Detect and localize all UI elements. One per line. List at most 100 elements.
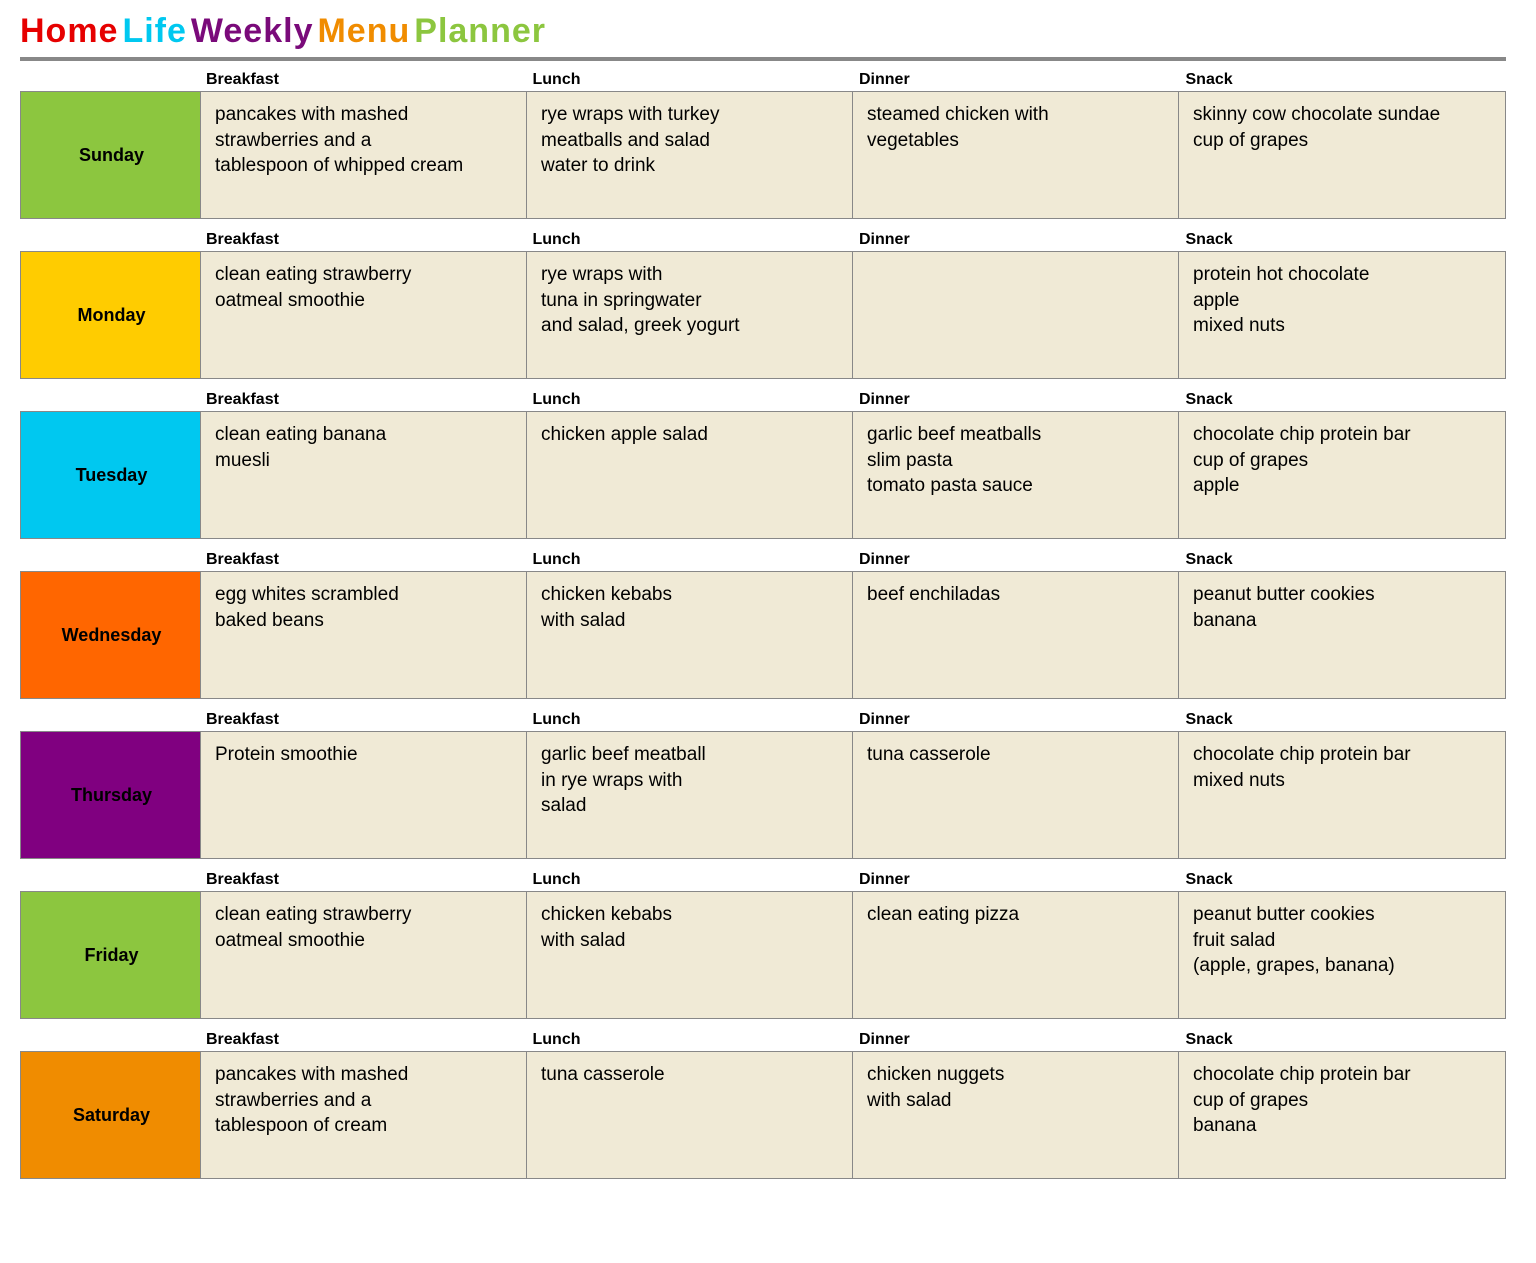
meal-lunch: tuna casserole (527, 1052, 853, 1178)
meal-header-breakfast: Breakfast (200, 231, 527, 249)
day-block-monday: BreakfastLunchDinnerSnackMondayclean eat… (20, 231, 1506, 379)
day-row: Fridayclean eating strawberry oatmeal sm… (20, 891, 1506, 1019)
meal-header-breakfast: Breakfast (200, 551, 527, 569)
title-word-4: Planner (414, 12, 550, 50)
meal-dinner (853, 252, 1179, 378)
meal-snack: chocolate chip protein bar cup of grapes… (1179, 412, 1505, 538)
meal-header-lunch: Lunch (527, 871, 854, 889)
meal-headers: BreakfastLunchDinnerSnack (20, 551, 1506, 571)
meal-header-snack: Snack (1180, 1031, 1507, 1049)
day-row: Tuesdayclean eating banana mueslichicken… (20, 411, 1506, 539)
meal-header-breakfast: Breakfast (200, 711, 527, 729)
meal-breakfast: pancakes with mashed strawberries and a … (201, 1052, 527, 1178)
meal-header-blank (20, 231, 200, 249)
day-row: Wednesdayegg whites scrambled baked bean… (20, 571, 1506, 699)
meal-snack: chocolate chip protein bar cup of grapes… (1179, 1052, 1505, 1178)
meal-header-snack: Snack (1180, 871, 1507, 889)
meal-dinner: chicken nuggets with salad (853, 1052, 1179, 1178)
meal-snack: skinny cow chocolate sundae cup of grape… (1179, 92, 1505, 218)
meal-lunch: chicken apple salad (527, 412, 853, 538)
meal-header-snack: Snack (1180, 231, 1507, 249)
title-word-0: Home (20, 12, 122, 50)
meal-header-lunch: Lunch (527, 231, 854, 249)
day-block-thursday: BreakfastLunchDinnerSnackThursdayProtein… (20, 711, 1506, 859)
title-divider (20, 57, 1506, 61)
day-label: Sunday (21, 92, 201, 218)
day-block-friday: BreakfastLunchDinnerSnackFridayclean eat… (20, 871, 1506, 1019)
meal-lunch: chicken kebabs with salad (527, 892, 853, 1018)
meal-header-dinner: Dinner (853, 1031, 1180, 1049)
meal-dinner: garlic beef meatballs slim pasta tomato … (853, 412, 1179, 538)
meal-header-blank (20, 871, 200, 889)
meal-header-snack: Snack (1180, 71, 1507, 89)
meal-lunch: garlic beef meatball in rye wraps with s… (527, 732, 853, 858)
meal-headers: BreakfastLunchDinnerSnack (20, 1031, 1506, 1051)
meal-lunch: rye wraps with tuna in springwater and s… (527, 252, 853, 378)
meal-header-blank (20, 551, 200, 569)
meal-header-blank (20, 711, 200, 729)
meal-snack: protein hot chocolate apple mixed nuts (1179, 252, 1505, 378)
day-block-wednesday: BreakfastLunchDinnerSnackWednesdayegg wh… (20, 551, 1506, 699)
meal-breakfast: Protein smoothie (201, 732, 527, 858)
meal-header-blank (20, 1031, 200, 1049)
meal-header-lunch: Lunch (527, 551, 854, 569)
meal-header-lunch: Lunch (527, 71, 854, 89)
meal-snack: peanut butter cookies banana (1179, 572, 1505, 698)
meal-header-lunch: Lunch (527, 391, 854, 409)
meal-dinner: steamed chicken with vegetables (853, 92, 1179, 218)
meal-breakfast: clean eating strawberry oatmeal smoothie (201, 252, 527, 378)
meal-headers: BreakfastLunchDinnerSnack (20, 231, 1506, 251)
meal-header-dinner: Dinner (853, 231, 1180, 249)
day-label: Saturday (21, 1052, 201, 1178)
day-block-sunday: BreakfastLunchDinnerSnackSundaypancakes … (20, 71, 1506, 219)
day-row: ThursdayProtein smoothiegarlic beef meat… (20, 731, 1506, 859)
meal-dinner: beef enchiladas (853, 572, 1179, 698)
day-row: Mondayclean eating strawberry oatmeal sm… (20, 251, 1506, 379)
meal-headers: BreakfastLunchDinnerSnack (20, 711, 1506, 731)
meal-breakfast: clean eating strawberry oatmeal smoothie (201, 892, 527, 1018)
meal-header-blank (20, 71, 200, 89)
title-word-1: Life (122, 12, 190, 50)
meal-header-snack: Snack (1180, 551, 1507, 569)
meal-headers: BreakfastLunchDinnerSnack (20, 871, 1506, 891)
meal-header-blank (20, 391, 200, 409)
meal-dinner: clean eating pizza (853, 892, 1179, 1018)
meal-breakfast: egg whites scrambled baked beans (201, 572, 527, 698)
meal-header-dinner: Dinner (853, 391, 1180, 409)
day-row: Sundaypancakes with mashed strawberries … (20, 91, 1506, 219)
day-label: Friday (21, 892, 201, 1018)
day-label: Thursday (21, 732, 201, 858)
title-word-2: Weekly (191, 12, 318, 50)
meal-header-breakfast: Breakfast (200, 1031, 527, 1049)
day-block-tuesday: BreakfastLunchDinnerSnackTuesdayclean ea… (20, 391, 1506, 539)
meal-header-breakfast: Breakfast (200, 391, 527, 409)
meal-header-dinner: Dinner (853, 71, 1180, 89)
meal-header-breakfast: Breakfast (200, 871, 527, 889)
title-word-3: Menu (317, 12, 414, 50)
meal-header-dinner: Dinner (853, 551, 1180, 569)
days-container: BreakfastLunchDinnerSnackSundaypancakes … (20, 71, 1506, 1179)
menu-planner: HomeLifeWeeklyMenuPlanner BreakfastLunch… (0, 0, 1536, 1231)
meal-breakfast: clean eating banana muesli (201, 412, 527, 538)
meal-breakfast: pancakes with mashed strawberries and a … (201, 92, 527, 218)
meal-lunch: chicken kebabs with salad (527, 572, 853, 698)
day-label: Wednesday (21, 572, 201, 698)
page-title: HomeLifeWeeklyMenuPlanner (20, 10, 1506, 57)
meal-header-dinner: Dinner (853, 711, 1180, 729)
meal-header-breakfast: Breakfast (200, 71, 527, 89)
meal-headers: BreakfastLunchDinnerSnack (20, 71, 1506, 91)
day-label: Tuesday (21, 412, 201, 538)
meal-header-lunch: Lunch (527, 711, 854, 729)
meal-header-snack: Snack (1180, 391, 1507, 409)
meal-snack: peanut butter cookies fruit salad (apple… (1179, 892, 1505, 1018)
day-block-saturday: BreakfastLunchDinnerSnackSaturdaypancake… (20, 1031, 1506, 1179)
day-label: Monday (21, 252, 201, 378)
meal-headers: BreakfastLunchDinnerSnack (20, 391, 1506, 411)
meal-snack: chocolate chip protein bar mixed nuts (1179, 732, 1505, 858)
meal-header-dinner: Dinner (853, 871, 1180, 889)
day-row: Saturdaypancakes with mashed strawberrie… (20, 1051, 1506, 1179)
meal-dinner: tuna casserole (853, 732, 1179, 858)
meal-lunch: rye wraps with turkey meatballs and sala… (527, 92, 853, 218)
meal-header-snack: Snack (1180, 711, 1507, 729)
meal-header-lunch: Lunch (527, 1031, 854, 1049)
